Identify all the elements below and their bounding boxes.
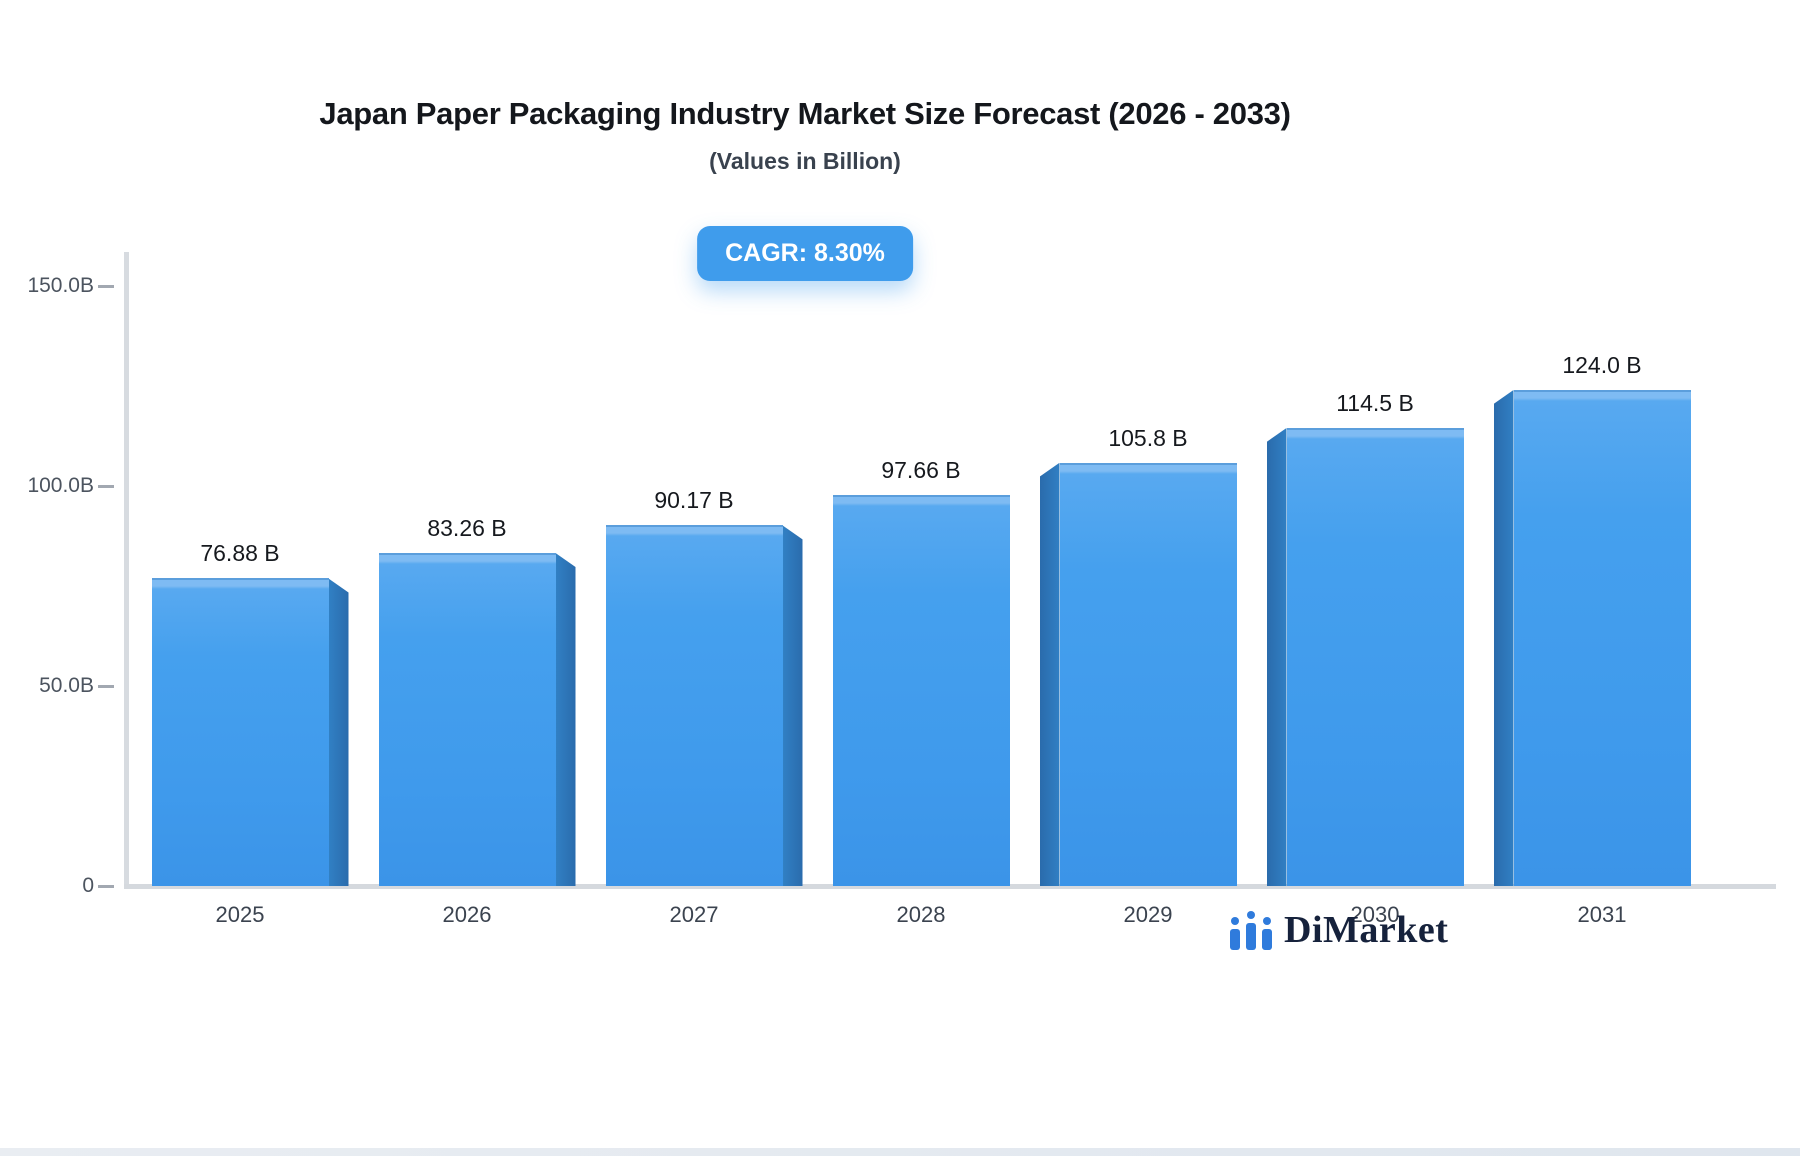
- bar-value-label: 114.5 B: [1336, 390, 1414, 416]
- bar-3d-side: [1039, 462, 1060, 886]
- y-tick-mark: [98, 485, 114, 488]
- chart-subtitle: (Values in Billion): [709, 148, 901, 174]
- brand-logo[interactable]: DiMarket: [1228, 908, 1448, 952]
- bar-2029[interactable]: [1059, 462, 1237, 886]
- bar-value-label: 97.66 B: [881, 457, 961, 484]
- bar-3d-side: [782, 525, 803, 886]
- x-axis-label-2027: 2027: [669, 902, 719, 927]
- bar-2031[interactable]: [1513, 390, 1691, 886]
- bar-value-label: 90.17 B: [654, 487, 734, 514]
- y-tick-label: 0: [82, 874, 94, 897]
- x-axis-label-2025: 2025: [215, 902, 265, 927]
- x-axis-label-2028: 2028: [896, 902, 946, 927]
- bar-2028[interactable]: [832, 495, 1010, 886]
- x-axis-label-2031: 2031: [1577, 902, 1627, 927]
- bar-2027[interactable]: [605, 525, 783, 886]
- bar-2026[interactable]: [378, 552, 556, 886]
- bar-value-label: 83.26 B: [427, 514, 507, 541]
- y-tick-label: 150.0B: [27, 274, 94, 297]
- y-tick-mark: [98, 885, 114, 888]
- bar-3d-side: [328, 578, 349, 886]
- y-tick-mark: [98, 285, 114, 288]
- bar-value-label: 76.88 B: [200, 540, 280, 567]
- bar-2030[interactable]: [1286, 428, 1464, 886]
- bar-value-label: 124.0 B: [1562, 352, 1642, 378]
- x-axis-label-2026: 2026: [442, 902, 492, 927]
- bar-3d-side: [555, 552, 576, 886]
- x-axis-label-2029: 2029: [1123, 902, 1173, 927]
- y-tick-mark: [98, 685, 114, 688]
- brand-name: DiMarket: [1284, 909, 1449, 951]
- bar-chart-dots-icon: [1228, 908, 1274, 952]
- bar-2025[interactable]: [151, 578, 329, 886]
- bar-3d-side: [1493, 390, 1514, 886]
- bar-value-label: 105.8 B: [1108, 424, 1188, 451]
- x-axis-baseline: [124, 884, 1776, 889]
- x-axis-label-2030: 2030: [1350, 902, 1400, 927]
- y-axis-line: [124, 252, 129, 889]
- y-tick-label: 100.0B: [27, 474, 94, 497]
- cagr-badge: CAGR: 8.30%: [697, 226, 913, 281]
- chart-title: Japan Paper Packaging Industry Market Si…: [319, 96, 1291, 131]
- footer-strip: [0, 1148, 1800, 1156]
- y-tick-label: 50.0B: [39, 674, 94, 697]
- bar-3d-side: [1266, 428, 1287, 886]
